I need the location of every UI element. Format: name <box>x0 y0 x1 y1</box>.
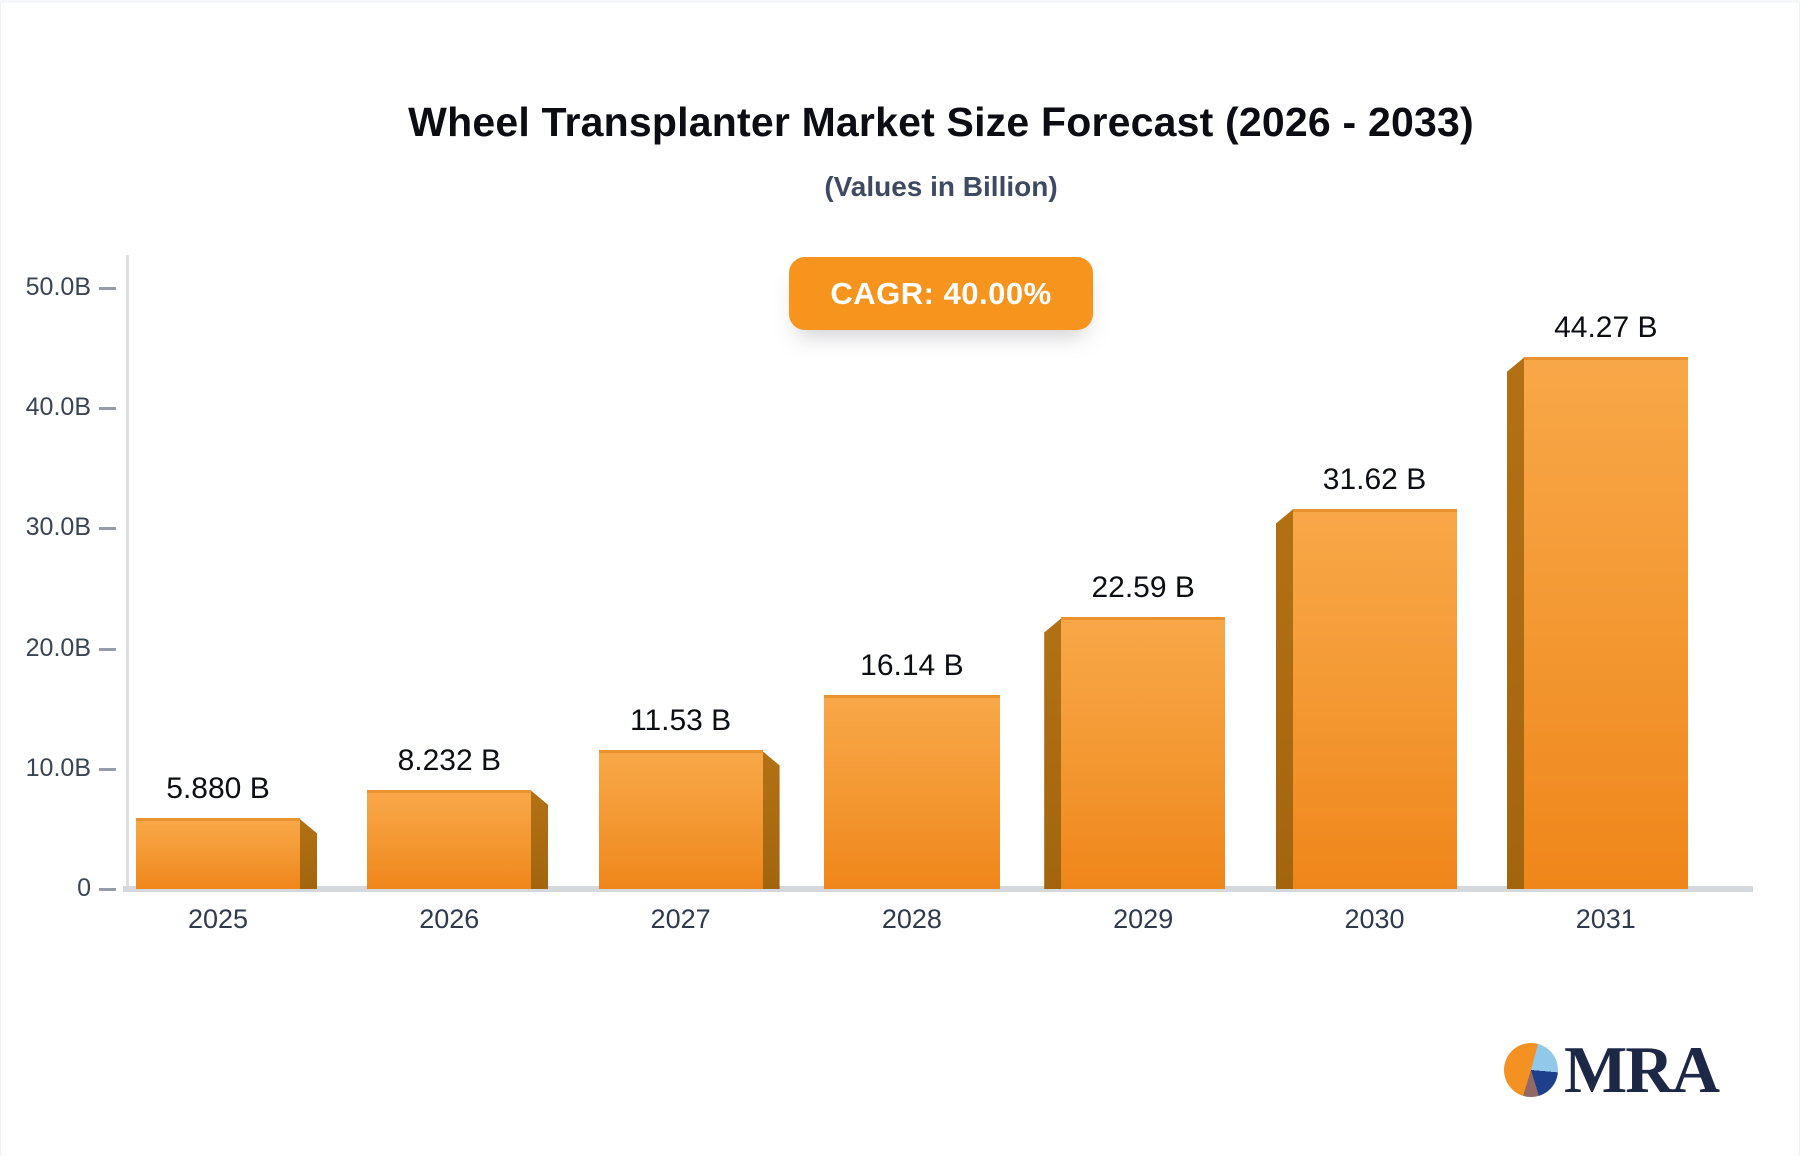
x-axis-label: 2027 <box>650 904 711 934</box>
bar-value-label: 11.53 B <box>629 704 732 738</box>
bar-side-face <box>1506 356 1525 889</box>
y-axis-line <box>126 255 129 891</box>
cagr-badge-label: CAGR: 40.00% <box>830 275 1052 311</box>
x-axis-line <box>123 886 1753 892</box>
bar-2031 <box>1523 356 1688 889</box>
bar-value-label: 31.62 B <box>1322 462 1427 496</box>
bar-value-label: 22.59 B <box>1091 571 1195 605</box>
x-axis-label: 2031 <box>1575 904 1636 934</box>
chart-title: Wheel Transplanter Market Size Forecast … <box>408 99 1474 145</box>
bar-2027 <box>598 750 763 889</box>
y-tick-mark <box>99 527 116 531</box>
bar-value-label: 44.27 B <box>1554 310 1658 344</box>
bar-value-label: 8.232 B <box>397 744 501 778</box>
y-tick-label: 20.0B <box>25 633 91 662</box>
y-tick-mark <box>99 647 116 651</box>
bar-side-face <box>1275 508 1294 889</box>
bar-side-face <box>1044 617 1063 889</box>
bar-2025 <box>136 818 300 889</box>
y-tick-label: 30.0B <box>25 513 91 542</box>
y-tick-label: 40.0B <box>25 393 91 422</box>
pie-chart-icon <box>1504 1043 1558 1097</box>
bar-side-face <box>530 790 549 889</box>
x-axis-label: 2030 <box>1344 904 1405 934</box>
x-axis-label: 2026 <box>419 904 480 934</box>
bar-2026 <box>367 790 532 889</box>
bar-2028 <box>823 694 1000 889</box>
bar-2029 <box>1061 617 1226 889</box>
bar-2030 <box>1292 508 1457 889</box>
logo-text: MRA <box>1564 1033 1720 1107</box>
y-tick-label: 10.0B <box>25 753 91 782</box>
y-tick-label: 0 <box>77 874 91 902</box>
bar-value-label: 16.14 B <box>860 648 964 682</box>
bar-side-face <box>299 818 317 889</box>
y-tick-mark <box>99 888 116 891</box>
y-tick-mark <box>99 287 116 290</box>
x-axis-label: 2028 <box>881 904 942 934</box>
x-axis-label: 2029 <box>1113 904 1174 934</box>
cagr-badge: CAGR: 40.00% <box>789 257 1093 330</box>
bar-value-label: 5.880 B <box>166 772 270 806</box>
x-axis-label: 2025 <box>187 904 249 934</box>
y-tick-label: 50.0B <box>25 273 91 301</box>
y-tick-mark <box>99 767 116 771</box>
y-tick-mark <box>99 407 116 411</box>
chart-subtitle: (Values in Billion) <box>824 171 1058 202</box>
bar-side-face <box>761 750 780 889</box>
brand-logo: MRA <box>1504 1033 1720 1107</box>
